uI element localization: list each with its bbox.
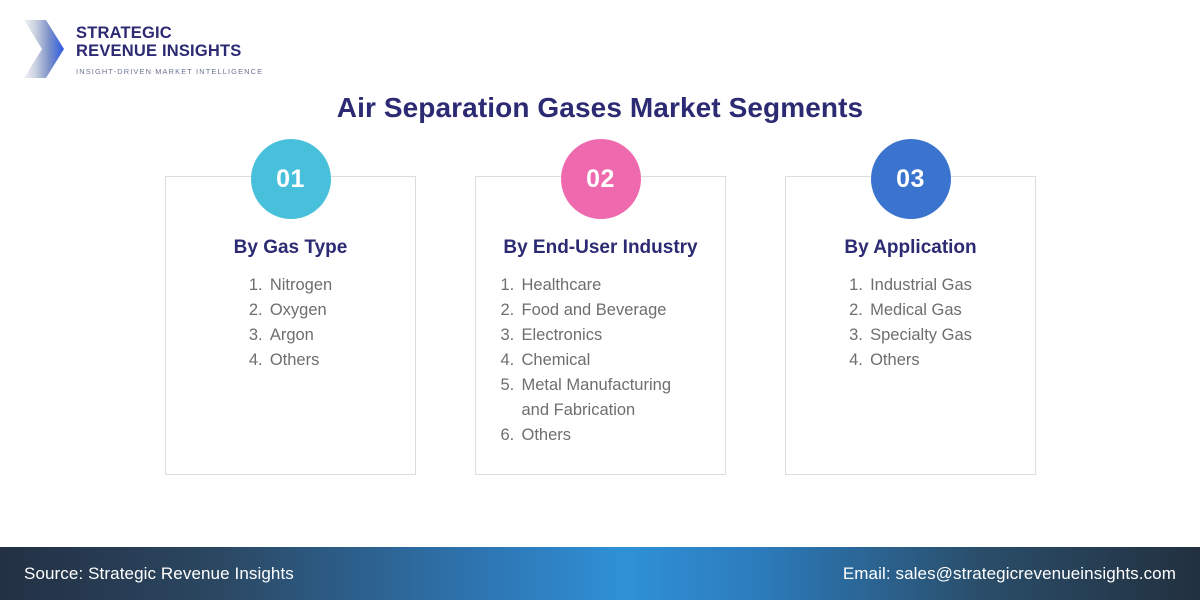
segment-card-1: 01 By Gas Type 1. Nitrogen 2. Oxygen 3. Arg… [165, 139, 416, 475]
segment-heading-3: By Application [844, 237, 977, 258]
list-item-label: Specialty Gas [870, 326, 972, 344]
brand-name-line-2: REVENUE INSIGHTS [76, 42, 242, 60]
segment-heading-2: By End-User Industry [503, 237, 698, 258]
list-item: 3. Electronics [501, 323, 701, 348]
footer-source: Source: Strategic Revenue Insights [24, 563, 294, 583]
segment-number-3: 03 [896, 164, 925, 193]
segment-list-2: 1. Healthcare 2. Food and Beverage 3. Elect… [476, 273, 725, 448]
list-item-label: Others [870, 351, 920, 369]
list-item-label: Chemical [521, 351, 591, 369]
list-item-number: 6. [500, 426, 515, 444]
list-item-number: 1. [500, 276, 515, 294]
list-item-number: 4. [849, 351, 863, 369]
chevron-right-icon [24, 20, 64, 78]
list-item: 1. Healthcare [501, 273, 701, 298]
list-item: 3. Argon [249, 323, 332, 348]
list-item: 1. Nitrogen [249, 273, 332, 298]
brand-name-line-1: STRATEGIC [76, 23, 172, 42]
list-item-number: 2. [500, 301, 515, 319]
list-item-label: Nitrogen [269, 276, 333, 294]
list-item: 6. Others [501, 423, 701, 448]
footer-bar: Source: Strategic Revenue Insights Email… [0, 547, 1200, 600]
list-item: 5. Metal Manufacturing and Fabrication [501, 373, 701, 423]
list-item: 4. Others [249, 348, 332, 373]
segment-number-1: 01 [276, 164, 305, 193]
list-item-label: Metal Manufacturing and Fabrication [521, 376, 672, 419]
segment-badge-2: 02 [560, 139, 641, 219]
segment-heading-1: By Gas Type [233, 237, 348, 258]
list-item-label: Argon [269, 326, 314, 344]
segment-badge-1: 01 [250, 139, 331, 219]
list-item-number: 5. [500, 376, 515, 394]
list-item-label: Electronics [521, 326, 603, 344]
brand-tagline: INSIGHT-DRIVEN MARKET INTELLIGENCE [76, 67, 264, 77]
brand-logo: STRATEGIC REVENUE INSIGHTS INSIGHT-DRIVE… [22, 18, 263, 80]
list-item-label: Industrial Gas [870, 276, 972, 294]
segment-list-1: 1. Nitrogen 2. Oxygen 3. Argon 4. Others [166, 273, 415, 373]
segment-number-2: 02 [586, 164, 615, 193]
segments-container: 01 By Gas Type 1. Nitrogen 2. Oxygen 3. Arg… [0, 139, 1200, 476]
list-item-number: 4. [248, 351, 263, 369]
page-title: Air Separation Gases Market Segments [336, 92, 864, 123]
list-item-number: 2. [248, 301, 263, 319]
list-item: 3. Specialty Gas [849, 323, 972, 348]
list-item-number: 2. [849, 301, 863, 319]
list-item-number: 3. [500, 326, 515, 344]
list-item-number: 1. [248, 276, 263, 294]
segment-card-3: 03 By Application 1. Industrial Gas 2. Med… [785, 139, 1036, 475]
list-item-label: Food and Beverage [521, 301, 667, 319]
list-item-label: Medical Gas [870, 301, 962, 319]
list-item-label: Healthcare [521, 276, 602, 294]
list-item: 2. Medical Gas [849, 298, 972, 323]
list-item-number: 3. [849, 326, 863, 344]
list-item-number: 3. [248, 326, 263, 344]
list-item-number: 1. [849, 276, 863, 294]
segment-list-3: 1. Industrial Gas 2. Medical Gas 3. Special… [786, 273, 1035, 373]
list-item-label: Others [521, 426, 572, 444]
segment-card-2: 02 By End-User Industry 1. Healthcare 2. F… [475, 139, 726, 475]
footer-email[interactable]: Email: sales@strategicrevenueinsights.co… [842, 563, 1176, 583]
list-item-label: Oxygen [269, 301, 327, 319]
list-item: 1. Industrial Gas [849, 273, 972, 298]
list-item: 4. Others [849, 348, 972, 373]
list-item-number: 4. [500, 351, 515, 369]
list-item-label: Others [269, 351, 320, 369]
list-item: 4. Chemical [501, 348, 701, 373]
brand-wordmark: STRATEGIC REVENUE INSIGHTS INSIGHT-DRIVE… [76, 22, 263, 77]
list-item: 2. Oxygen [249, 298, 332, 323]
list-item: 2. Food and Beverage [501, 298, 701, 323]
segment-badge-3: 03 [870, 139, 951, 219]
